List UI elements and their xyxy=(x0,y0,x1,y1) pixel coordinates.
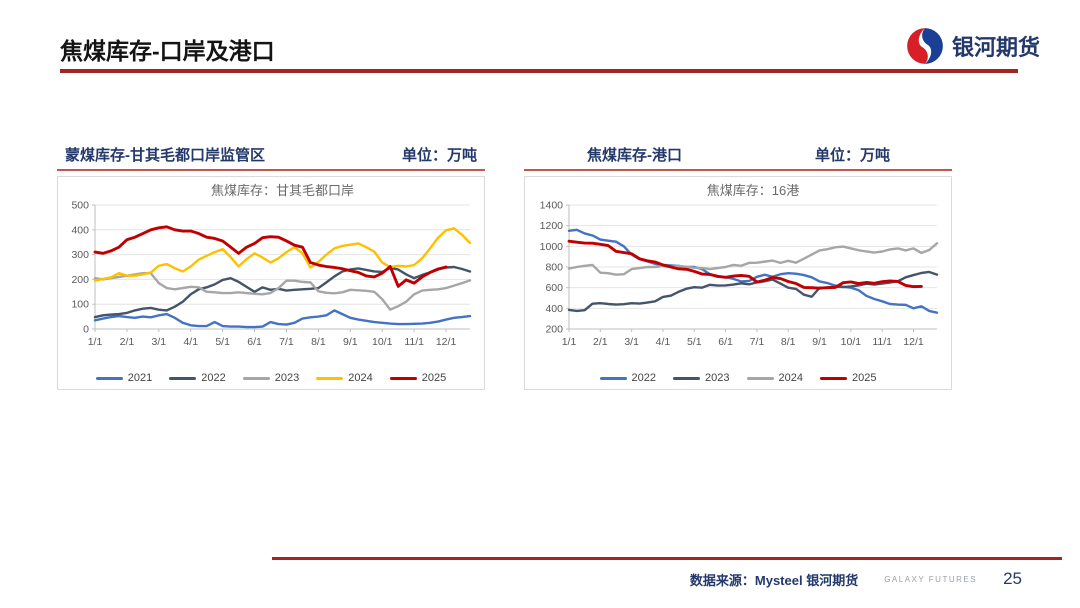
svg-text:焦煤库存：16港: 焦煤库存：16港 xyxy=(707,183,799,198)
panel-ganqimaodu: 蒙煤库存-甘其毛都口岸监管区 单位：万吨 0 100 200 300 400 500 1/1… xyxy=(57,143,485,390)
svg-text:4/1: 4/1 xyxy=(656,336,671,348)
panel-title: 蒙煤库存-甘其毛都口岸监管区 xyxy=(65,147,265,164)
panel-title: 焦煤库存-港口 xyxy=(587,147,682,164)
svg-text:1400: 1400 xyxy=(540,200,564,212)
svg-text:7/1: 7/1 xyxy=(279,336,294,348)
legend-label: 2021 xyxy=(127,372,153,384)
svg-text:1200: 1200 xyxy=(540,220,564,232)
svg-text:11/1: 11/1 xyxy=(404,336,424,348)
svg-text:8/1: 8/1 xyxy=(781,336,796,348)
svg-text:600: 600 xyxy=(545,282,563,294)
legend-item-2024: 2024 xyxy=(746,372,803,384)
svg-text:200: 200 xyxy=(71,274,89,286)
svg-text:500: 500 xyxy=(71,200,89,212)
legend-label: 2024 xyxy=(778,372,803,384)
svg-text:800: 800 xyxy=(545,262,563,274)
svg-text:8/1: 8/1 xyxy=(311,336,326,348)
svg-text:5/1: 5/1 xyxy=(215,336,230,348)
logo: 银河期货 xyxy=(906,27,1040,65)
legend-label: 2025 xyxy=(421,372,447,384)
brand-text: GALAXY FUTURES xyxy=(884,574,978,584)
footer-divider xyxy=(272,557,1062,560)
legend-item-2024: 2024 xyxy=(316,372,373,384)
svg-text:200: 200 xyxy=(545,324,563,336)
footer: 数据来源：Mysteel 银河期货 GALAXY FUTURES 25 xyxy=(690,569,1022,589)
legend-item-2021: 2021 xyxy=(95,372,153,384)
chart-box-ganqimaodu: 0 100 200 300 400 500 1/1 2/1 3/1 4/1 5/1 6/1 7/1 8/1… xyxy=(57,176,485,390)
legend-item-2022: 2022 xyxy=(599,372,657,384)
legend-swatch xyxy=(95,376,123,380)
legend-item-2023: 2023 xyxy=(242,372,300,384)
chart-legend: 2022 2023 2024 2025 xyxy=(525,372,951,384)
panel-ports: 焦煤库存-港口 单位：万吨 200 400 600 800 1000 1200 1400 1/… xyxy=(524,143,952,390)
svg-text:3/1: 3/1 xyxy=(152,336,167,348)
svg-text:1000: 1000 xyxy=(540,241,564,253)
svg-text:6/1: 6/1 xyxy=(247,336,262,348)
unit-label: 单位：万吨 xyxy=(401,147,477,164)
legend-item-2023: 2023 xyxy=(673,372,730,384)
svg-text:2/1: 2/1 xyxy=(120,336,135,348)
svg-text:300: 300 xyxy=(71,249,89,261)
legend-item-2025: 2025 xyxy=(389,372,447,384)
svg-text:7/1: 7/1 xyxy=(750,336,765,348)
panel-divider xyxy=(57,169,485,171)
legend-swatch xyxy=(599,376,627,380)
galaxy-logo-icon xyxy=(906,27,944,65)
svg-text:1/1: 1/1 xyxy=(562,336,577,348)
unit-label: 单位：万吨 xyxy=(814,147,890,164)
legend-label: 2022 xyxy=(201,372,226,384)
legend-label: 2024 xyxy=(348,372,373,384)
chart-box-ports: 200 400 600 800 1000 1200 1400 1/1 2/1 3/1 4/1 5/1 6… xyxy=(524,176,952,390)
svg-text:2/1: 2/1 xyxy=(593,336,608,348)
svg-text:3/1: 3/1 xyxy=(624,336,639,348)
legend-label: 2023 xyxy=(705,372,730,384)
panel-divider xyxy=(524,169,952,171)
svg-text:11/1: 11/1 xyxy=(872,336,892,348)
chart-legend: 2021 2022 2023 2024 2025 xyxy=(58,372,484,384)
svg-text:100: 100 xyxy=(71,299,89,311)
svg-text:4/1: 4/1 xyxy=(183,336,198,348)
svg-text:10/1: 10/1 xyxy=(841,336,862,348)
legend-item-2022: 2022 xyxy=(169,372,226,384)
svg-text:焦煤库存：甘其毛都口岸: 焦煤库存：甘其毛都口岸 xyxy=(211,183,354,198)
svg-text:12/1: 12/1 xyxy=(903,336,924,348)
svg-text:10/1: 10/1 xyxy=(372,336,393,348)
svg-text:400: 400 xyxy=(71,224,89,236)
legend-swatch xyxy=(746,376,774,380)
legend-label: 2022 xyxy=(631,372,657,384)
legend-label: 2025 xyxy=(851,372,877,384)
legend-swatch xyxy=(389,376,417,380)
legend-swatch xyxy=(673,376,701,380)
legend-swatch xyxy=(242,376,270,380)
legend-label: 2023 xyxy=(274,372,300,384)
line-chart-ports: 200 400 600 800 1000 1200 1400 1/1 2/1 3/1 4/1 5/1 6… xyxy=(540,183,939,348)
svg-text:400: 400 xyxy=(545,303,563,315)
legend-swatch xyxy=(819,376,847,380)
line-chart-ganqimaodu: 0 100 200 300 400 500 1/1 2/1 3/1 4/1 5/1 6/1 7/1 8/1… xyxy=(71,183,472,348)
svg-text:0: 0 xyxy=(83,324,89,336)
panel-header: 焦煤库存-港口 单位：万吨 xyxy=(524,143,952,165)
legend-swatch xyxy=(169,376,197,380)
svg-text:6/1: 6/1 xyxy=(718,336,733,348)
svg-text:5/1: 5/1 xyxy=(687,336,702,348)
data-source: 数据来源：Mysteel 银河期货 xyxy=(689,572,859,588)
svg-text:9/1: 9/1 xyxy=(343,336,358,348)
logo-text: 银河期货 xyxy=(951,35,1040,60)
svg-text:9/1: 9/1 xyxy=(812,336,827,348)
title-divider xyxy=(60,69,1018,73)
page-number: 25 xyxy=(1003,569,1022,588)
svg-text:12/1: 12/1 xyxy=(436,336,457,348)
legend-item-2025: 2025 xyxy=(819,372,877,384)
panel-header: 蒙煤库存-甘其毛都口岸监管区 单位：万吨 xyxy=(57,143,485,165)
legend-swatch xyxy=(316,376,344,380)
svg-text:1/1: 1/1 xyxy=(88,336,103,348)
page-title: 焦煤库存-口岸及港口 xyxy=(60,38,275,64)
